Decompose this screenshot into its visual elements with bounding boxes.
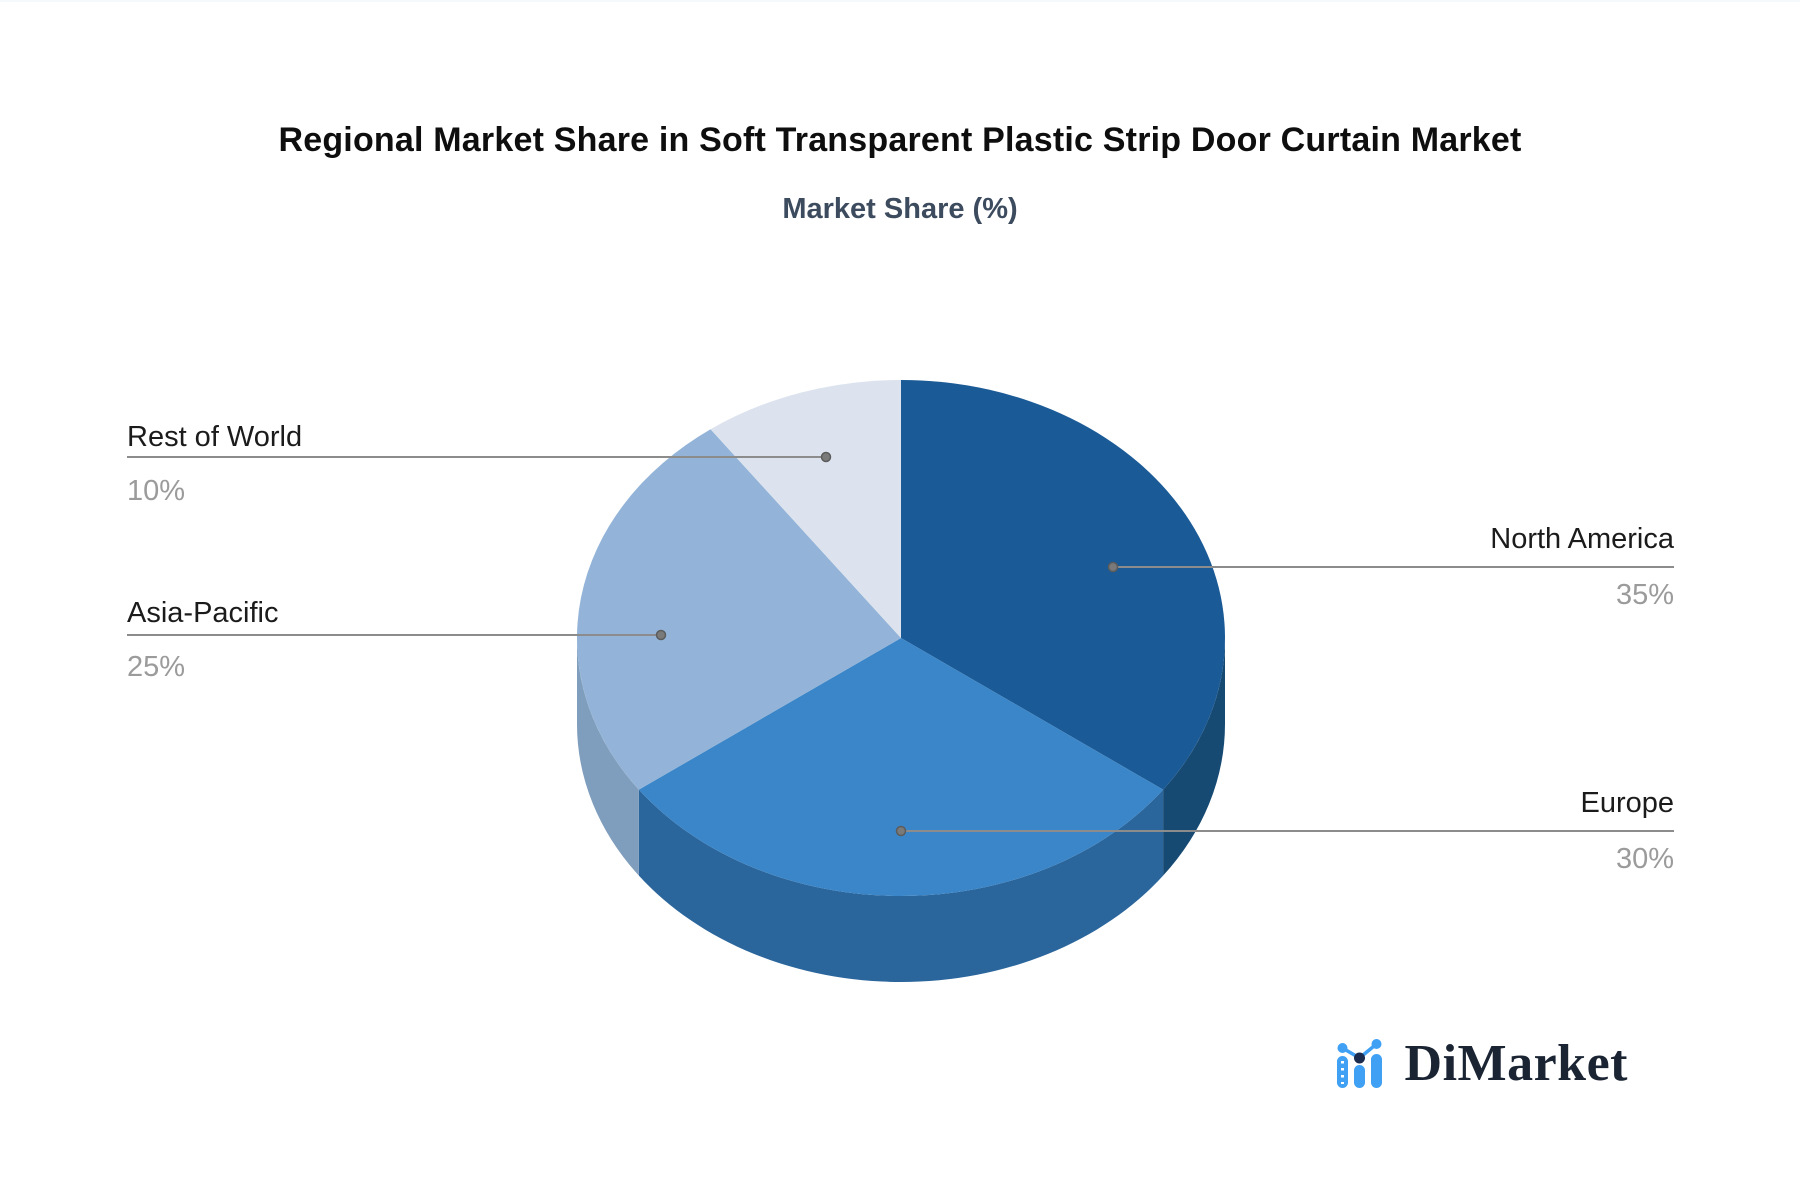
- callout-europe: Europe 30%: [1580, 787, 1674, 876]
- leader-dot-rest-of-world: [820, 451, 832, 463]
- pie-slice-side-north-america: [1163, 638, 1225, 876]
- pie-slice-north-america: [901, 380, 1225, 790]
- slice-percent-asia-pacific: 25%: [127, 650, 186, 683]
- slice-label-asia-pacific: Asia-Pacific: [127, 597, 279, 629]
- brand-logo: DiMarket: [1333, 1038, 1628, 1090]
- pie-slice-rest-of-world: [710, 380, 901, 638]
- slice-percent-europe: 30%: [1615, 842, 1674, 875]
- callout-rest-of-world: Rest of World 10%: [127, 421, 303, 508]
- leader-dot-north-america: [1107, 561, 1119, 573]
- slice-percent-rest-of-world: 10%: [127, 474, 186, 507]
- slice-percent-north-america: 35%: [1615, 578, 1674, 611]
- leader-dot-asia-pacific: [655, 629, 667, 641]
- bar-line-chart-icon: [1336, 1039, 1382, 1088]
- pie-slice-side-asia-pacific: [577, 638, 639, 876]
- brand-name: DiMarket: [1404, 1035, 1628, 1092]
- slice-label-europe: Europe: [1580, 787, 1674, 819]
- callout-north-america: North America 35%: [1490, 523, 1674, 612]
- slice-label-north-america: North America: [1490, 523, 1674, 555]
- chart-title: Regional Market Share in Soft Transparen…: [278, 121, 1522, 159]
- chart-subtitle: Market Share (%): [782, 193, 1018, 225]
- leader-dot-europe: [895, 825, 907, 837]
- pie-slice-side-europe: [638, 789, 1164, 982]
- callout-asia-pacific: Asia-Pacific 25%: [127, 597, 279, 684]
- slice-label-rest-of-world: Rest of World: [127, 421, 303, 453]
- pie-slice-asia-pacific: [577, 429, 901, 790]
